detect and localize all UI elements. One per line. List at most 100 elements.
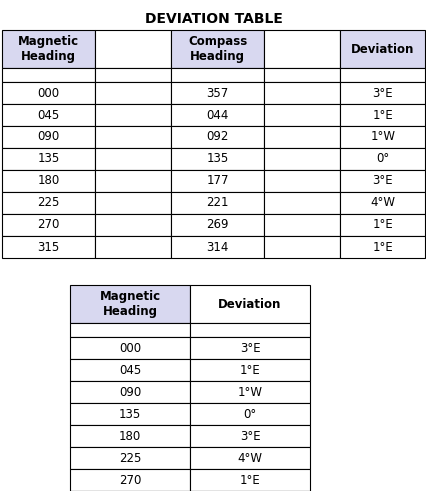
Bar bbox=[70, 469, 190, 491]
Bar bbox=[171, 214, 264, 236]
Text: 135: 135 bbox=[118, 408, 141, 420]
Text: 3°E: 3°E bbox=[371, 174, 392, 188]
Text: 135: 135 bbox=[37, 153, 60, 165]
Bar bbox=[190, 359, 309, 381]
Bar bbox=[264, 236, 340, 258]
Text: DEVIATION TABLE: DEVIATION TABLE bbox=[144, 12, 282, 26]
Text: 3°E: 3°E bbox=[371, 86, 392, 100]
Bar bbox=[171, 192, 264, 214]
Bar bbox=[95, 68, 171, 82]
Text: 1°E: 1°E bbox=[239, 363, 260, 377]
Bar bbox=[171, 236, 264, 258]
Text: 045: 045 bbox=[118, 363, 141, 377]
Bar bbox=[95, 214, 171, 236]
Bar bbox=[70, 425, 190, 447]
Bar bbox=[340, 68, 424, 82]
Bar bbox=[340, 148, 424, 170]
Bar bbox=[2, 30, 95, 68]
Bar bbox=[190, 447, 309, 469]
Bar bbox=[190, 403, 309, 425]
Text: 177: 177 bbox=[206, 174, 228, 188]
Bar bbox=[171, 30, 264, 68]
Bar bbox=[340, 82, 424, 104]
Text: 1°W: 1°W bbox=[369, 131, 394, 143]
Text: Deviation: Deviation bbox=[218, 298, 281, 310]
Text: 0°: 0° bbox=[375, 153, 389, 165]
Text: Deviation: Deviation bbox=[350, 43, 413, 55]
Text: Magnetic
Heading: Magnetic Heading bbox=[99, 290, 160, 318]
Bar bbox=[2, 104, 95, 126]
Bar bbox=[340, 104, 424, 126]
Bar bbox=[190, 425, 309, 447]
Text: 314: 314 bbox=[206, 241, 228, 253]
Bar bbox=[264, 214, 340, 236]
Text: Magnetic
Heading: Magnetic Heading bbox=[18, 35, 79, 63]
Bar bbox=[340, 126, 424, 148]
Bar bbox=[190, 323, 309, 337]
Text: 045: 045 bbox=[37, 109, 60, 121]
Bar bbox=[340, 214, 424, 236]
Bar bbox=[70, 381, 190, 403]
Text: 000: 000 bbox=[119, 342, 141, 355]
Text: 270: 270 bbox=[118, 473, 141, 487]
Bar bbox=[2, 192, 95, 214]
Bar bbox=[2, 214, 95, 236]
Bar bbox=[340, 192, 424, 214]
Bar bbox=[2, 68, 95, 82]
Bar bbox=[190, 337, 309, 359]
Bar bbox=[171, 148, 264, 170]
Text: 315: 315 bbox=[37, 241, 60, 253]
Bar bbox=[264, 82, 340, 104]
Bar bbox=[264, 30, 340, 68]
Text: 090: 090 bbox=[118, 385, 141, 399]
Text: 357: 357 bbox=[206, 86, 228, 100]
Bar bbox=[264, 170, 340, 192]
Bar bbox=[264, 104, 340, 126]
Bar bbox=[95, 192, 171, 214]
Bar bbox=[70, 285, 190, 323]
Bar bbox=[171, 68, 264, 82]
Text: 1°E: 1°E bbox=[239, 473, 260, 487]
Bar bbox=[70, 323, 190, 337]
Bar bbox=[264, 68, 340, 82]
Bar bbox=[340, 30, 424, 68]
Text: 0°: 0° bbox=[243, 408, 256, 420]
Bar bbox=[171, 104, 264, 126]
Bar bbox=[340, 236, 424, 258]
Text: 000: 000 bbox=[37, 86, 60, 100]
Text: 135: 135 bbox=[206, 153, 228, 165]
Bar bbox=[95, 170, 171, 192]
Text: 3°E: 3°E bbox=[239, 430, 260, 442]
Bar bbox=[70, 337, 190, 359]
Text: 090: 090 bbox=[37, 131, 60, 143]
Bar bbox=[70, 403, 190, 425]
Text: 092: 092 bbox=[206, 131, 228, 143]
Bar bbox=[264, 148, 340, 170]
Bar bbox=[171, 126, 264, 148]
Text: 225: 225 bbox=[118, 452, 141, 464]
Bar bbox=[95, 104, 171, 126]
Bar bbox=[171, 170, 264, 192]
Text: 1°E: 1°E bbox=[371, 241, 392, 253]
Text: 180: 180 bbox=[118, 430, 141, 442]
Bar bbox=[70, 447, 190, 469]
Bar bbox=[171, 82, 264, 104]
Bar bbox=[340, 170, 424, 192]
Text: 1°E: 1°E bbox=[371, 218, 392, 231]
Bar bbox=[95, 236, 171, 258]
Text: 221: 221 bbox=[206, 196, 228, 210]
Text: 1°W: 1°W bbox=[237, 385, 262, 399]
Bar bbox=[190, 381, 309, 403]
Text: 269: 269 bbox=[206, 218, 228, 231]
Bar bbox=[2, 126, 95, 148]
Bar bbox=[95, 126, 171, 148]
Text: Compass
Heading: Compass Heading bbox=[188, 35, 247, 63]
Text: 3°E: 3°E bbox=[239, 342, 260, 355]
Text: 1°E: 1°E bbox=[371, 109, 392, 121]
Bar bbox=[2, 170, 95, 192]
Bar bbox=[70, 359, 190, 381]
Text: 4°W: 4°W bbox=[237, 452, 262, 464]
Bar bbox=[95, 82, 171, 104]
Bar bbox=[190, 285, 309, 323]
Bar bbox=[2, 148, 95, 170]
